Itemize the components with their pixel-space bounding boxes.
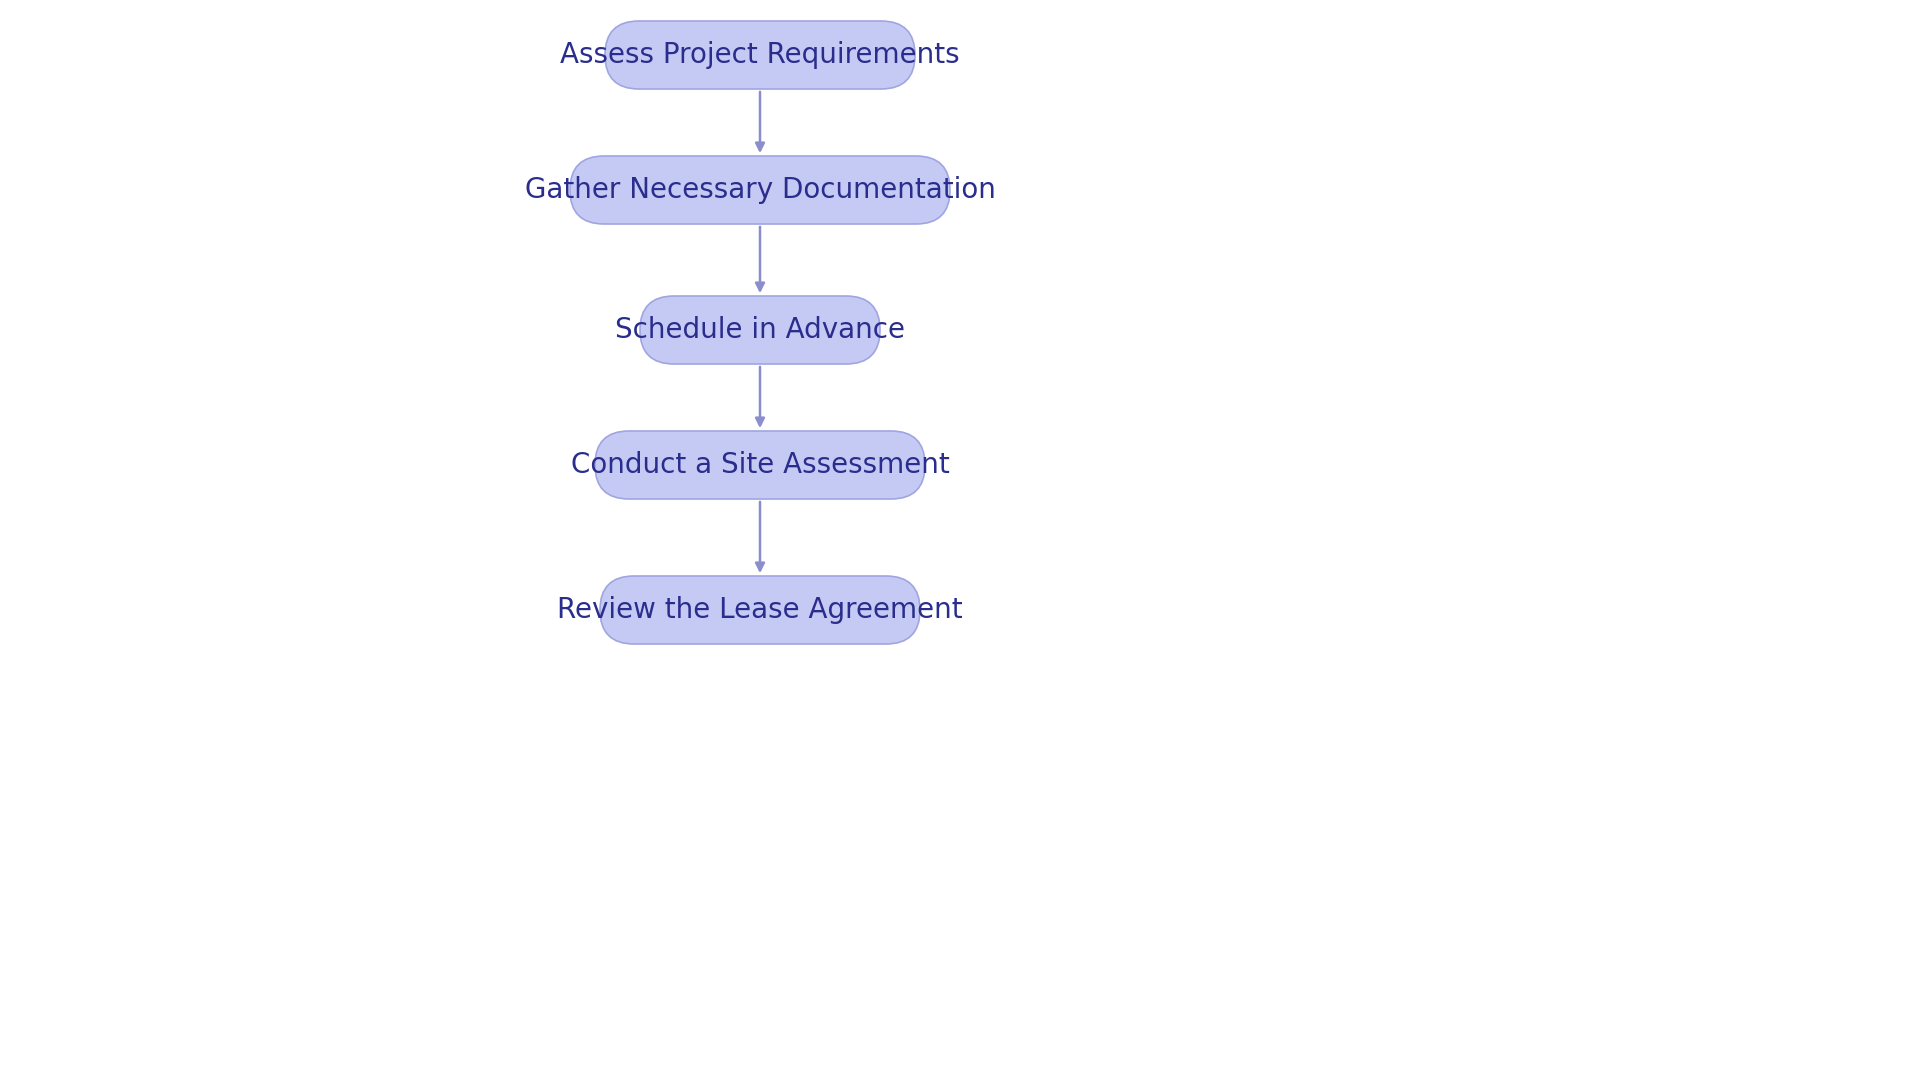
FancyBboxPatch shape [570, 156, 950, 224]
FancyBboxPatch shape [595, 431, 925, 499]
Text: Gather Necessary Documentation: Gather Necessary Documentation [524, 177, 995, 204]
Text: Schedule in Advance: Schedule in Advance [614, 316, 904, 344]
FancyBboxPatch shape [605, 21, 916, 89]
Text: Conduct a Site Assessment: Conduct a Site Assessment [570, 451, 948, 479]
Text: Review the Lease Agreement: Review the Lease Agreement [557, 596, 962, 624]
Text: Assess Project Requirements: Assess Project Requirements [561, 41, 960, 69]
FancyBboxPatch shape [639, 296, 879, 364]
FancyBboxPatch shape [599, 576, 920, 644]
